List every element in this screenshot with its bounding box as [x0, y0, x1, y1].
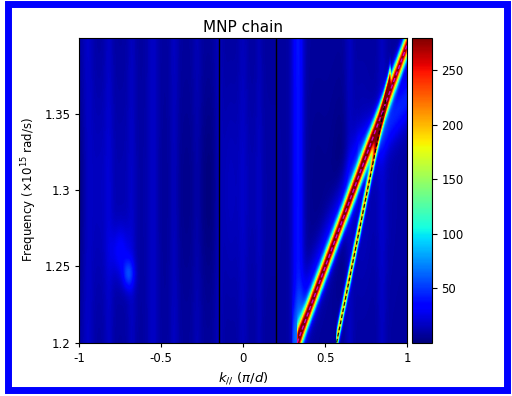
- Title: MNP chain: MNP chain: [203, 20, 283, 35]
- Y-axis label: Frequency ($\times 10^{15}$ rad/s): Frequency ($\times 10^{15}$ rad/s): [19, 118, 38, 263]
- X-axis label: $k_{//}$ $(\pi/d)$: $k_{//}$ $(\pi/d)$: [218, 370, 268, 386]
